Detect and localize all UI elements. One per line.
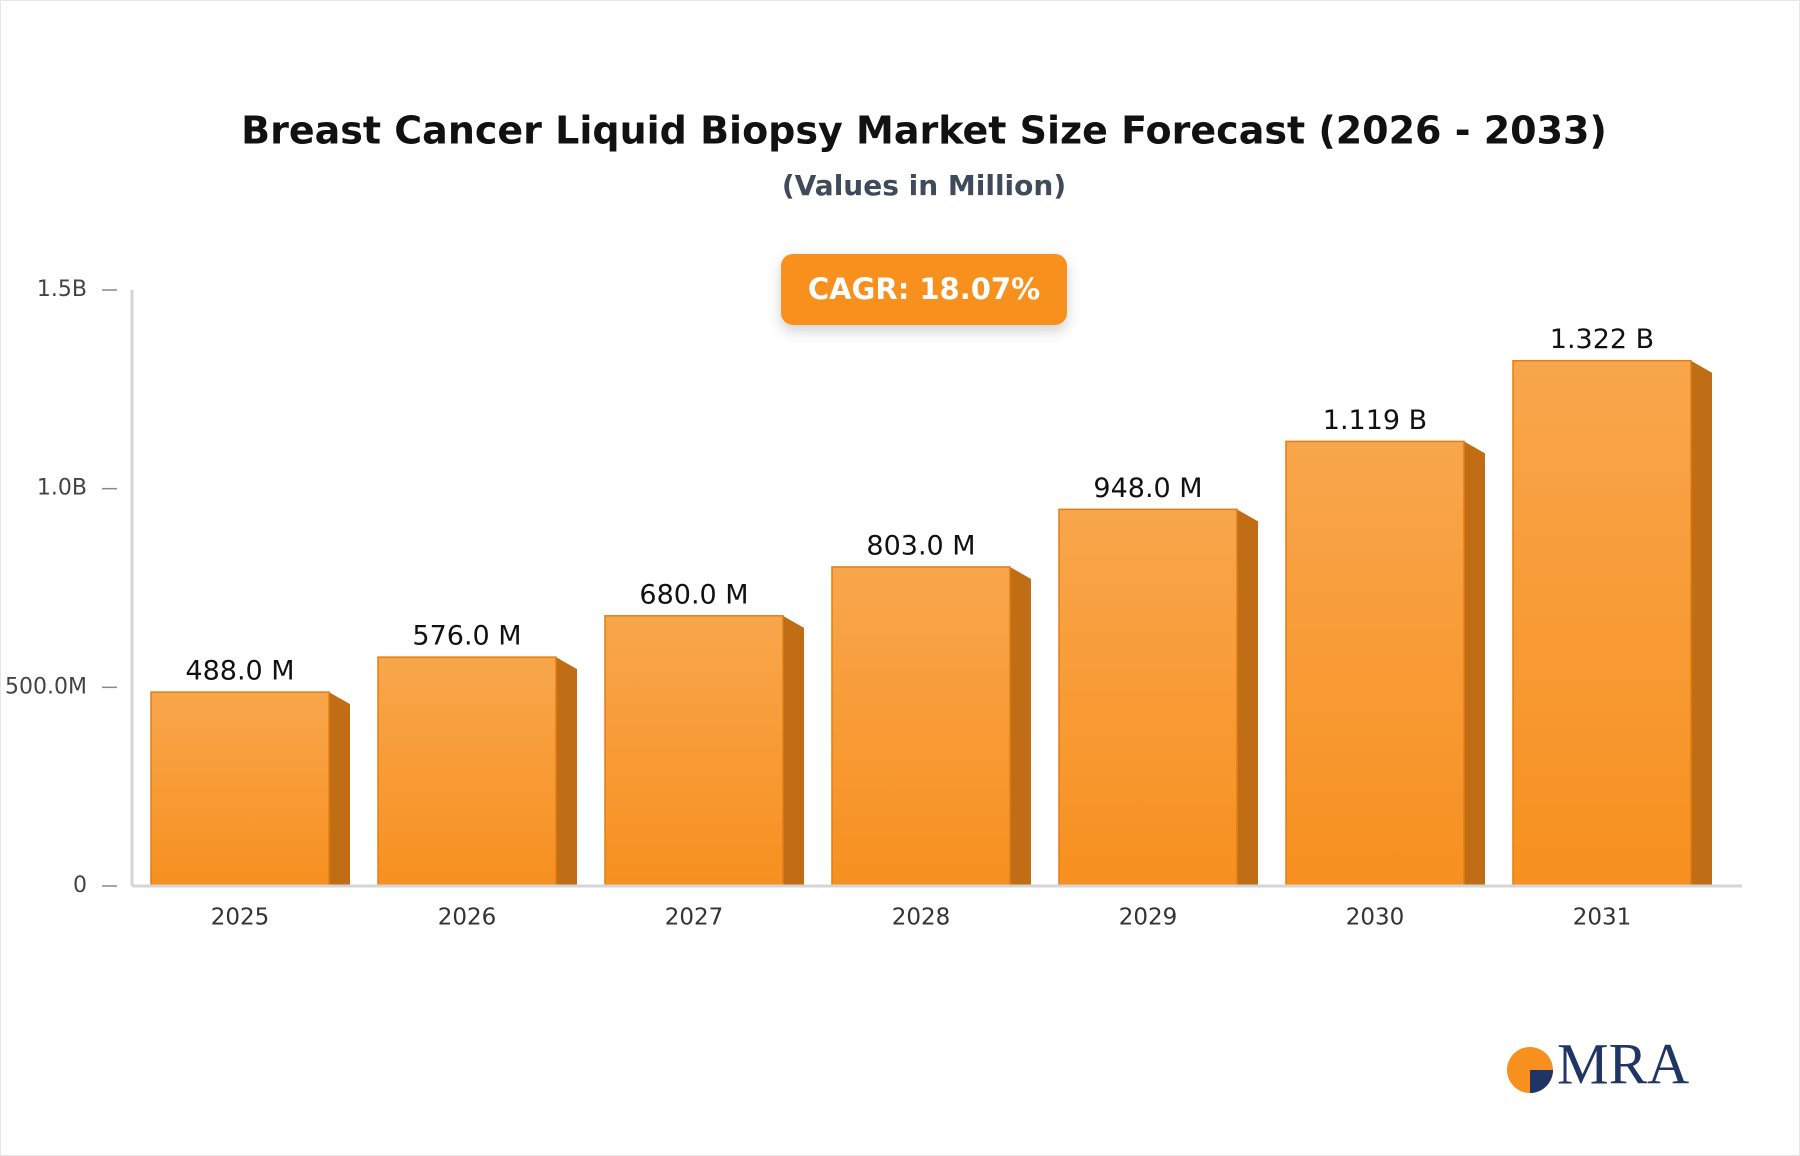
value-label: 488.0 M	[185, 656, 294, 687]
bar	[604, 615, 784, 887]
bar-side	[1010, 566, 1031, 886]
x-tick-label: 2025	[211, 905, 270, 931]
x-tick-label: 2031	[1573, 905, 1632, 931]
bar-side	[783, 615, 804, 886]
logo-icon-slice	[1530, 1070, 1553, 1093]
cagr-badge: CAGR: 18.07%	[781, 254, 1067, 325]
bar	[150, 691, 330, 887]
x-tick-label: 2027	[665, 905, 724, 931]
bar	[1058, 508, 1238, 887]
bar-side	[329, 692, 350, 886]
value-label: 680.0 M	[639, 579, 748, 610]
y-tick-label: 1.0B	[37, 476, 87, 501]
bar-side	[1464, 441, 1485, 886]
chart-subtitle: (Values in Million)	[782, 169, 1066, 202]
cagr-text: CAGR: 18.07%	[808, 272, 1040, 306]
y-tick-label: 500.0M	[5, 674, 87, 699]
bar-side	[1237, 509, 1258, 886]
x-tick-label: 2028	[892, 905, 951, 931]
bar	[377, 656, 557, 887]
cagr-box	[781, 254, 1067, 325]
bar	[831, 566, 1011, 887]
y-tick-label: 0	[73, 873, 87, 898]
chart-title: Breast Cancer Liquid Biopsy Market Size …	[241, 109, 1607, 153]
bar-side	[556, 657, 577, 886]
value-label: 803.0 M	[866, 530, 975, 561]
value-label: 948.0 M	[1093, 473, 1202, 504]
value-label: 1.322 B	[1550, 324, 1654, 355]
y-tick-label: 1.5B	[37, 277, 87, 302]
bar	[1285, 440, 1465, 887]
bar	[1512, 359, 1692, 887]
bar-side	[1691, 360, 1712, 886]
x-tick-label: 2030	[1346, 905, 1405, 931]
logo: MRA	[1507, 1031, 1689, 1096]
x-tick-label: 2026	[438, 905, 497, 931]
value-label: 1.119 B	[1323, 405, 1427, 436]
logo-text: MRA	[1557, 1031, 1689, 1096]
value-label: 576.0 M	[412, 621, 521, 652]
x-tick-label: 2029	[1119, 905, 1178, 931]
